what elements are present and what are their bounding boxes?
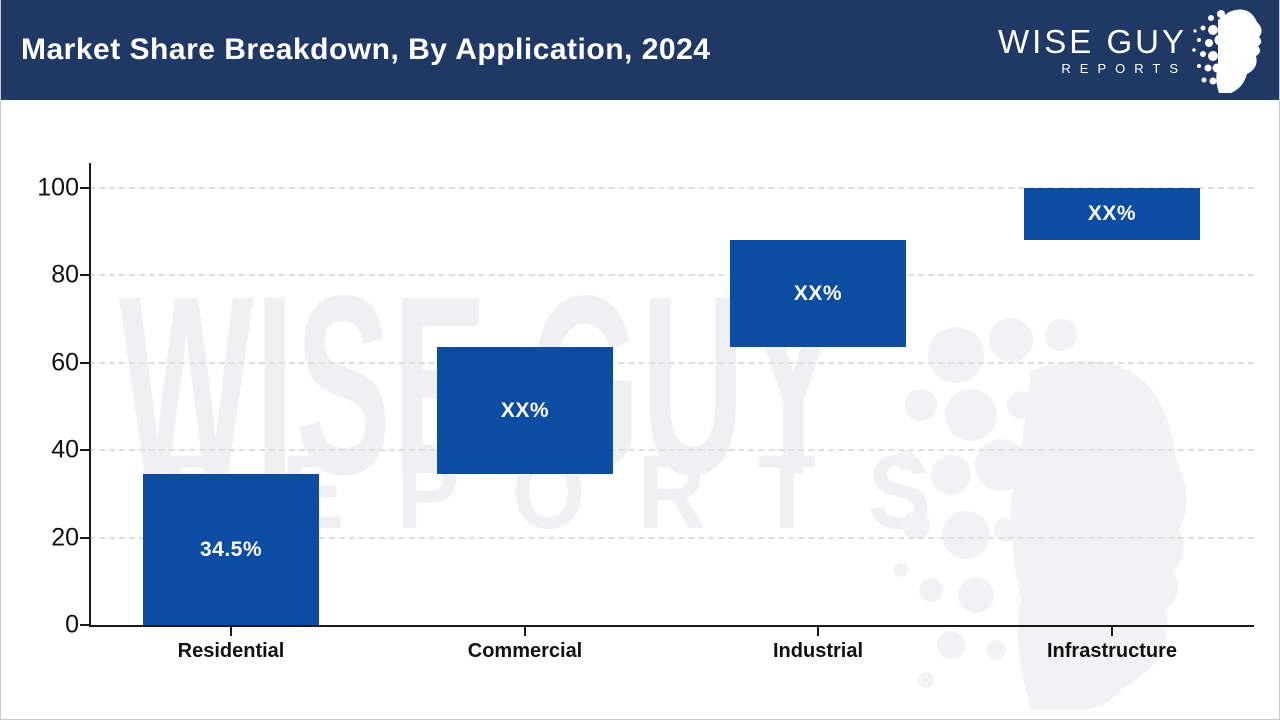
y-tick-mark (80, 624, 89, 626)
bar-value-label: XX% (500, 398, 550, 422)
x-tick-mark (524, 627, 526, 636)
x-tick-mark (230, 627, 232, 636)
bar-industrial: XX% (730, 240, 906, 348)
chart-area: WISE GUY REPORTS 0 20 40 60 80 100 34.5% Reside… (1, 100, 1279, 719)
y-tick-label: 0 (65, 610, 79, 639)
wise-guy-logo: WISE GUY REPORTS (998, 6, 1279, 94)
logo-text: WISE GUY REPORTS (998, 25, 1187, 75)
x-axis-spine (89, 625, 1254, 627)
y-tick-mark (80, 361, 89, 364)
y-tick-label: 100 (37, 173, 79, 201)
y-tick-label: 80 (51, 260, 79, 289)
logo-subtitle: REPORTS (1061, 61, 1187, 76)
x-category-label: Infrastructure (1046, 640, 1178, 662)
bar-value-label: XX% (793, 281, 843, 305)
bar-commercial: XX% (437, 347, 613, 475)
gridline-40 (89, 449, 1254, 451)
y-tick-label: 40 (51, 435, 79, 464)
y-tick-mark (80, 536, 89, 539)
x-category-label: Industrial (772, 640, 863, 662)
bar-residential: 34.5% (143, 474, 319, 625)
y-tick-label: 60 (51, 348, 79, 376)
y-tick-mark (80, 274, 89, 276)
bar-infrastructure: XX% (1024, 187, 1200, 240)
header-bar: Market Share Breakdown, By Application, … (1, 0, 1279, 100)
watermark-head-icon (894, 318, 1187, 710)
x-category-label: Residential (177, 640, 285, 662)
logo-wordmark: WISE GUY (997, 23, 1187, 60)
y-axis-spine (89, 163, 91, 627)
bar-value-label: 34.5% (199, 537, 263, 561)
gridline-100 (89, 186, 1254, 189)
x-tick-mark (1111, 627, 1113, 636)
x-category-label: Commercial (467, 640, 583, 662)
y-tick-mark (80, 449, 89, 451)
logo-head-icon (1192, 9, 1262, 94)
y-tick-label: 20 (51, 523, 79, 551)
gridline-60 (89, 361, 1254, 364)
gridline-20 (89, 536, 1254, 539)
x-tick-mark (817, 627, 819, 636)
y-tick-mark (80, 186, 89, 189)
chart-title: Market Share Breakdown, By Application, … (21, 33, 711, 66)
gridline-80 (89, 274, 1254, 276)
bar-value-label: XX% (1087, 201, 1137, 225)
